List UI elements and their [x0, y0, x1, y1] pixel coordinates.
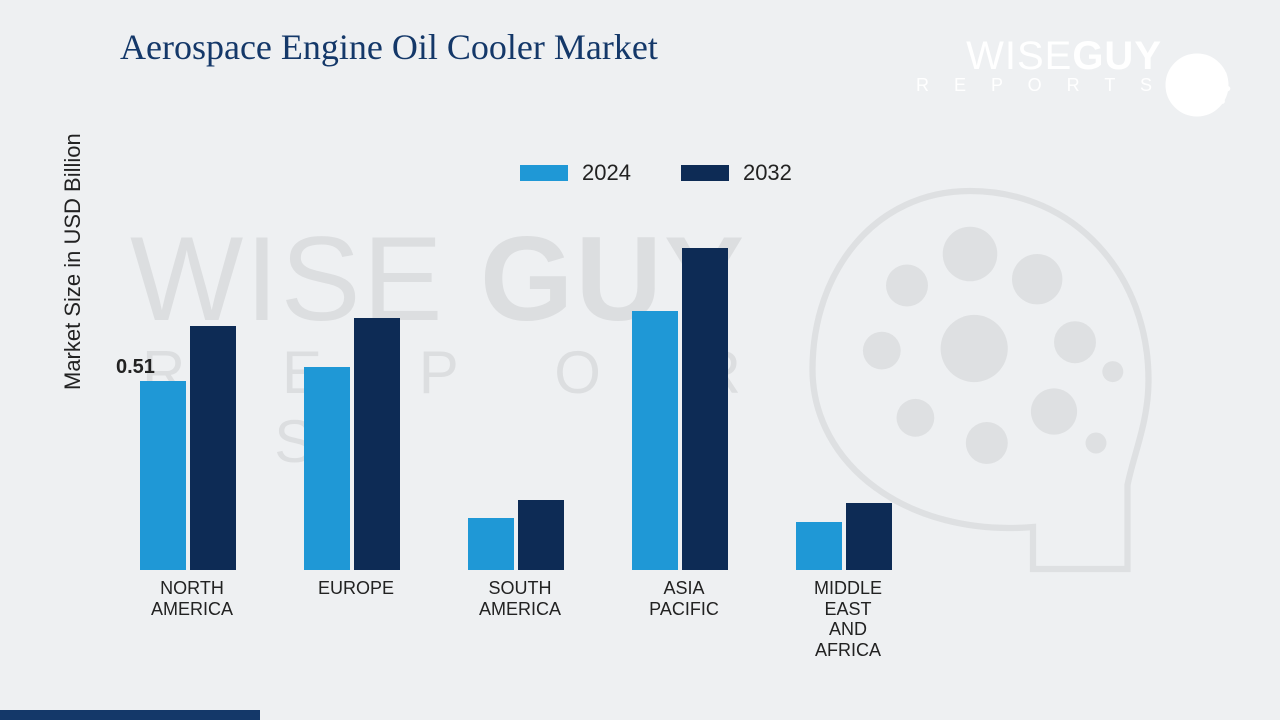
- bar-series-a: [140, 381, 186, 570]
- x-axis-label: SOUTHAMERICA: [438, 570, 602, 619]
- legend-item-2032: 2032: [681, 160, 792, 186]
- chart-title: Aerospace Engine Oil Cooler Market: [120, 26, 658, 68]
- x-axis-label: MIDDLEEASTANDAFRICA: [766, 570, 930, 661]
- x-axis-label: NORTHAMERICA: [110, 570, 274, 619]
- legend-item-2024: 2024: [520, 160, 631, 186]
- bar-series-b: [682, 248, 728, 570]
- bar-value-label: 0.51: [116, 356, 155, 379]
- legend-label-2024: 2024: [582, 160, 631, 186]
- bar-series-a: [632, 311, 678, 570]
- bar-series-b: [190, 326, 236, 570]
- bar-series-b: [518, 500, 564, 570]
- bar-series-a: [796, 522, 842, 570]
- stage: WISEGUY R E P O R T S WISE GUY R E P O R…: [0, 0, 1280, 720]
- right-panel: [970, 0, 1280, 720]
- bar-series-a: [468, 518, 514, 570]
- y-axis-label: Market Size in USD Billion: [60, 133, 86, 390]
- legend-swatch-2032: [681, 165, 729, 181]
- logo-line2: R E P O R T S: [916, 75, 1162, 96]
- x-axis-label: ASIAPACIFIC: [602, 570, 766, 619]
- logo-line1: WISEGUY: [916, 34, 1162, 79]
- bar-series-a: [304, 367, 350, 571]
- x-axis-label: EUROPE: [274, 570, 438, 599]
- legend: 2024 2032: [520, 160, 792, 186]
- bottom-accent-strip: [0, 710, 260, 720]
- bar-chart: 0.51NORTHAMERICAEUROPESOUTHAMERICAASIAPA…: [110, 200, 930, 570]
- legend-label-2032: 2032: [743, 160, 792, 186]
- bar-series-b: [846, 503, 892, 570]
- bar-series-b: [354, 318, 400, 570]
- legend-swatch-2024: [520, 165, 568, 181]
